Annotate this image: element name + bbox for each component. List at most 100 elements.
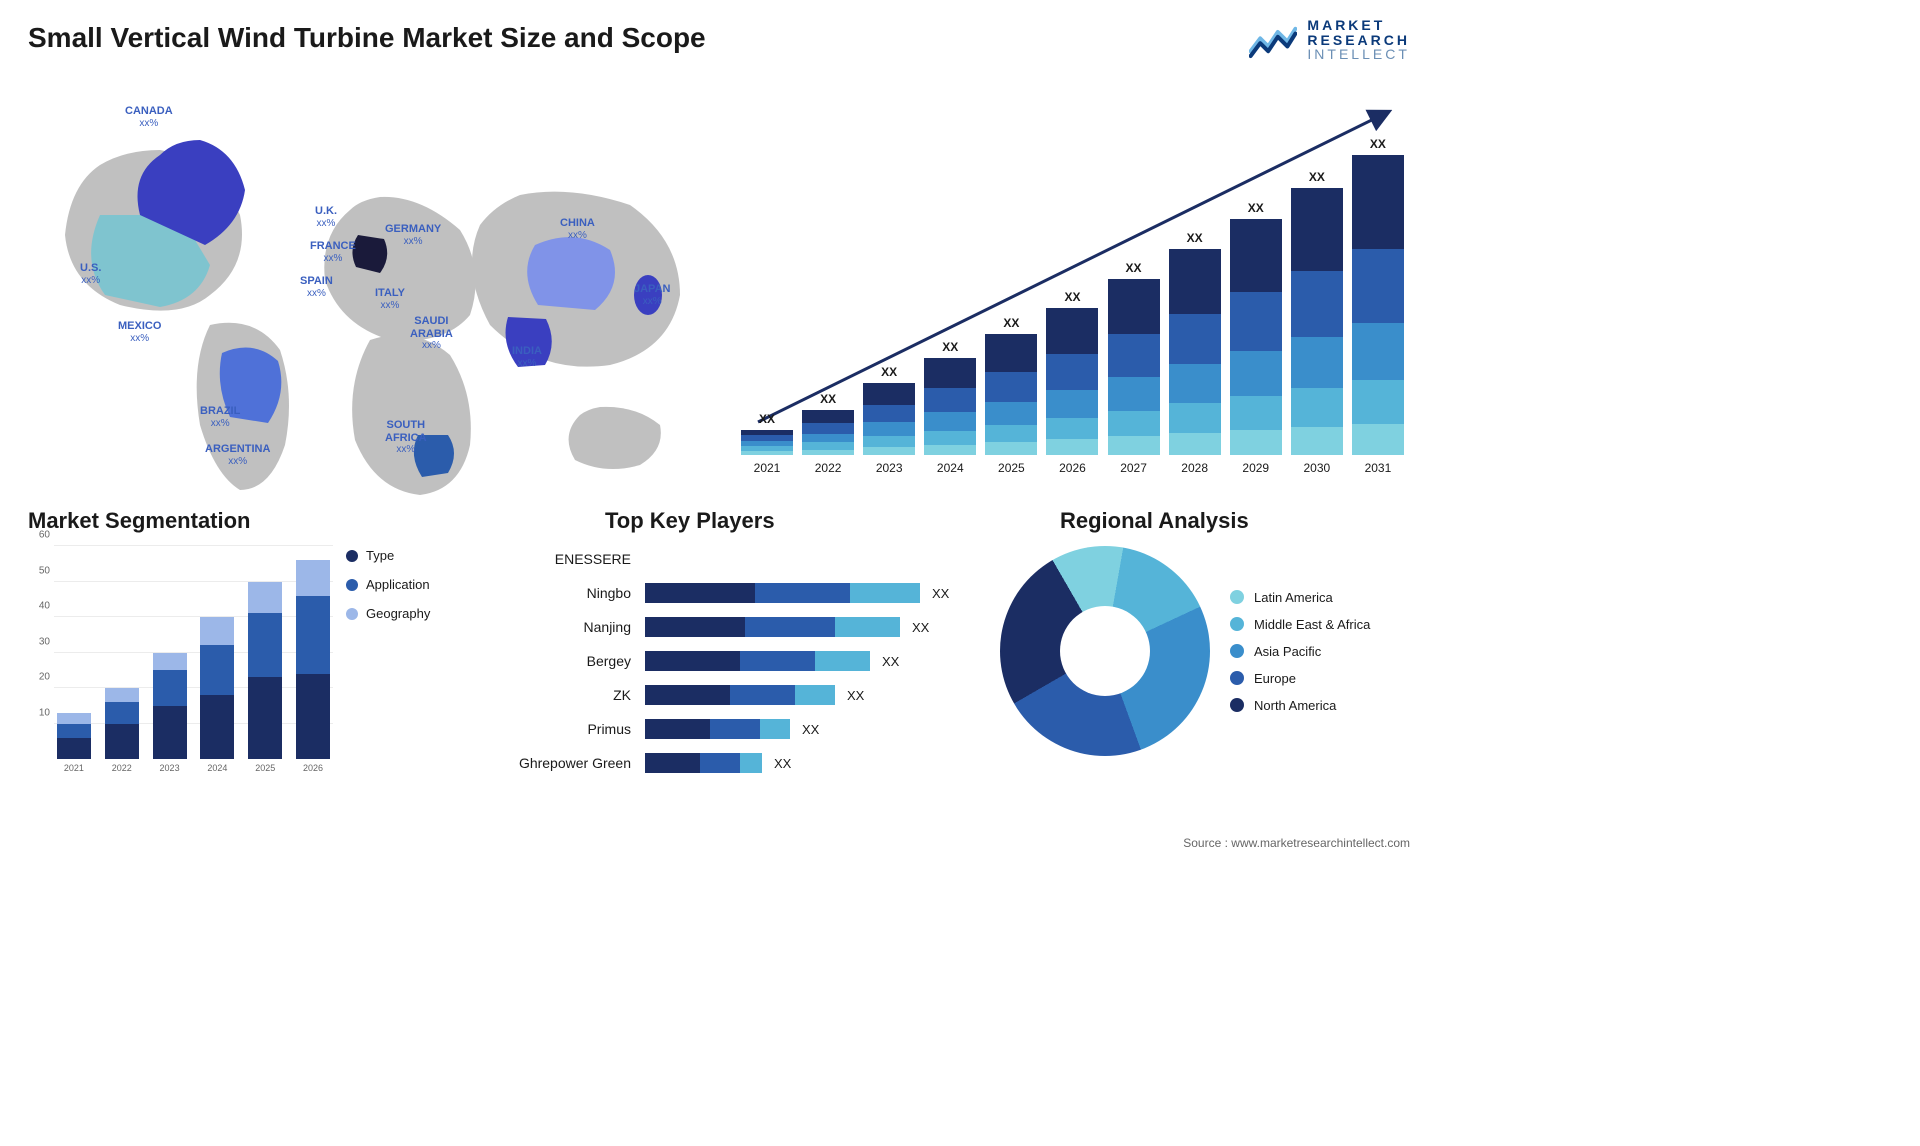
bar-segment: [802, 442, 854, 449]
bar-segment: [863, 447, 915, 455]
market-size-bar-chart: XX2021XX2022XX2023XX2024XX2025XX2026XX20…: [740, 100, 1405, 480]
page-title: Small Vertical Wind Turbine Market Size …: [28, 22, 706, 54]
bar-segment: [802, 450, 854, 455]
legend-label: Type: [366, 548, 394, 563]
bar-segment: [1352, 323, 1404, 380]
map-label-france: FRANCExx%: [310, 240, 356, 264]
player-row: BergeyXX: [485, 648, 975, 674]
map-label-germany: GERMANYxx%: [385, 223, 441, 247]
player-bar: [645, 753, 762, 773]
bar-segment: [924, 358, 976, 388]
seg-year-label: 2022: [105, 759, 139, 781]
regional-title: Regional Analysis: [1060, 508, 1410, 534]
main-bar-stack: [1108, 279, 1160, 455]
bar-segment: [1230, 396, 1282, 430]
regional-legend-item: North America: [1230, 698, 1370, 713]
player-value: XX: [847, 688, 864, 703]
player-bar: [645, 651, 870, 671]
bar-segment: [730, 685, 795, 705]
bar-segment: [1352, 155, 1404, 249]
map-label-italy: ITALYxx%: [375, 287, 405, 311]
player-bar: [645, 719, 790, 739]
map-label-u-s-: U.S.xx%: [80, 262, 101, 286]
main-bar-2028: XX2028: [1168, 231, 1222, 455]
player-bar: [645, 685, 835, 705]
bar-segment: [1108, 279, 1160, 334]
bar-segment: [105, 702, 139, 723]
legend-label: Europe: [1254, 671, 1296, 686]
map-label-spain: SPAINxx%: [300, 275, 333, 299]
bar-segment: [1352, 424, 1404, 455]
legend-dot-icon: [1230, 590, 1244, 604]
main-bar-value-label: XX: [759, 412, 775, 426]
legend-label: North America: [1254, 698, 1336, 713]
seg-bar-2021: [57, 713, 91, 759]
player-row-header: ENESSERE: [485, 546, 975, 572]
bar-segment: [924, 431, 976, 445]
main-bar-2031: XX2031: [1351, 137, 1405, 455]
bar-segment: [850, 583, 920, 603]
regional-legend-item: Asia Pacific: [1230, 644, 1370, 659]
bar-segment: [248, 677, 282, 759]
player-row: ZKXX: [485, 682, 975, 708]
bar-segment: [755, 583, 850, 603]
seg-ytick: 10: [39, 707, 50, 718]
player-row: PrimusXX: [485, 716, 975, 742]
main-bar-2027: XX2027: [1107, 261, 1161, 455]
player-name: Bergey: [485, 653, 645, 669]
bar-segment: [1046, 308, 1098, 354]
main-bar-stack: [1230, 219, 1282, 455]
bar-segment: [200, 617, 234, 645]
bar-segment: [795, 685, 835, 705]
main-bar-2023: XX2023: [862, 365, 916, 455]
main-bar-2022: XX2022: [801, 392, 855, 455]
player-row: NanjingXX: [485, 614, 975, 640]
legend-label: Latin America: [1254, 590, 1333, 605]
map-label-china: CHINAxx%: [560, 217, 595, 241]
seg-legend-item: Geography: [346, 606, 430, 621]
seg-bar-2023: [153, 653, 187, 760]
bar-segment: [924, 445, 976, 455]
bar-segment: [802, 410, 854, 423]
bar-segment: [1046, 390, 1098, 418]
main-bar-stack: [741, 430, 793, 455]
bar-segment: [1046, 354, 1098, 390]
main-bar-stack: [924, 358, 976, 455]
regional-analysis-section: Regional Analysis Latin America Middle Ea…: [1000, 508, 1410, 756]
seg-ytick: 60: [39, 530, 50, 541]
seg-year-label: 2026: [296, 759, 330, 781]
bar-segment: [1230, 351, 1282, 397]
map-label-japan: JAPANxx%: [634, 283, 670, 307]
logo-mark-icon: [1249, 20, 1297, 60]
bar-segment: [1108, 377, 1160, 411]
legend-dot-icon: [1230, 644, 1244, 658]
map-label-south-africa: SOUTHAFRICAxx%: [385, 419, 427, 456]
main-bar-year-label: 2030: [1303, 461, 1330, 475]
seg-year-label: 2024: [200, 759, 234, 781]
bar-segment: [1352, 249, 1404, 323]
bar-segment: [985, 334, 1037, 372]
source-attribution: Source : www.marketresearchintellect.com: [1183, 836, 1410, 850]
legend-dot-icon: [1230, 671, 1244, 685]
map-label-u-k-: U.K.xx%: [315, 205, 337, 229]
bar-segment: [296, 596, 330, 674]
regional-legend-item: Middle East & Africa: [1230, 617, 1370, 632]
bar-segment: [1230, 292, 1282, 350]
bar-segment: [57, 713, 91, 724]
player-value: XX: [774, 756, 791, 771]
main-bar-stack: [1169, 249, 1221, 455]
player-row: Ghrepower GreenXX: [485, 750, 975, 776]
main-bar-value-label: XX: [1248, 201, 1264, 215]
main-bar-2024: XX2024: [923, 340, 977, 455]
main-bar-year-label: 2023: [876, 461, 903, 475]
player-name: Primus: [485, 721, 645, 737]
bar-segment: [1291, 388, 1343, 426]
bar-segment: [1108, 334, 1160, 377]
bar-segment: [985, 425, 1037, 442]
bar-segment: [985, 442, 1037, 455]
bar-segment: [57, 738, 91, 759]
map-label-mexico: MEXICOxx%: [118, 320, 161, 344]
seg-bar-2022: [105, 688, 139, 759]
main-bar-stack: [1046, 308, 1098, 455]
bar-segment: [802, 423, 854, 434]
